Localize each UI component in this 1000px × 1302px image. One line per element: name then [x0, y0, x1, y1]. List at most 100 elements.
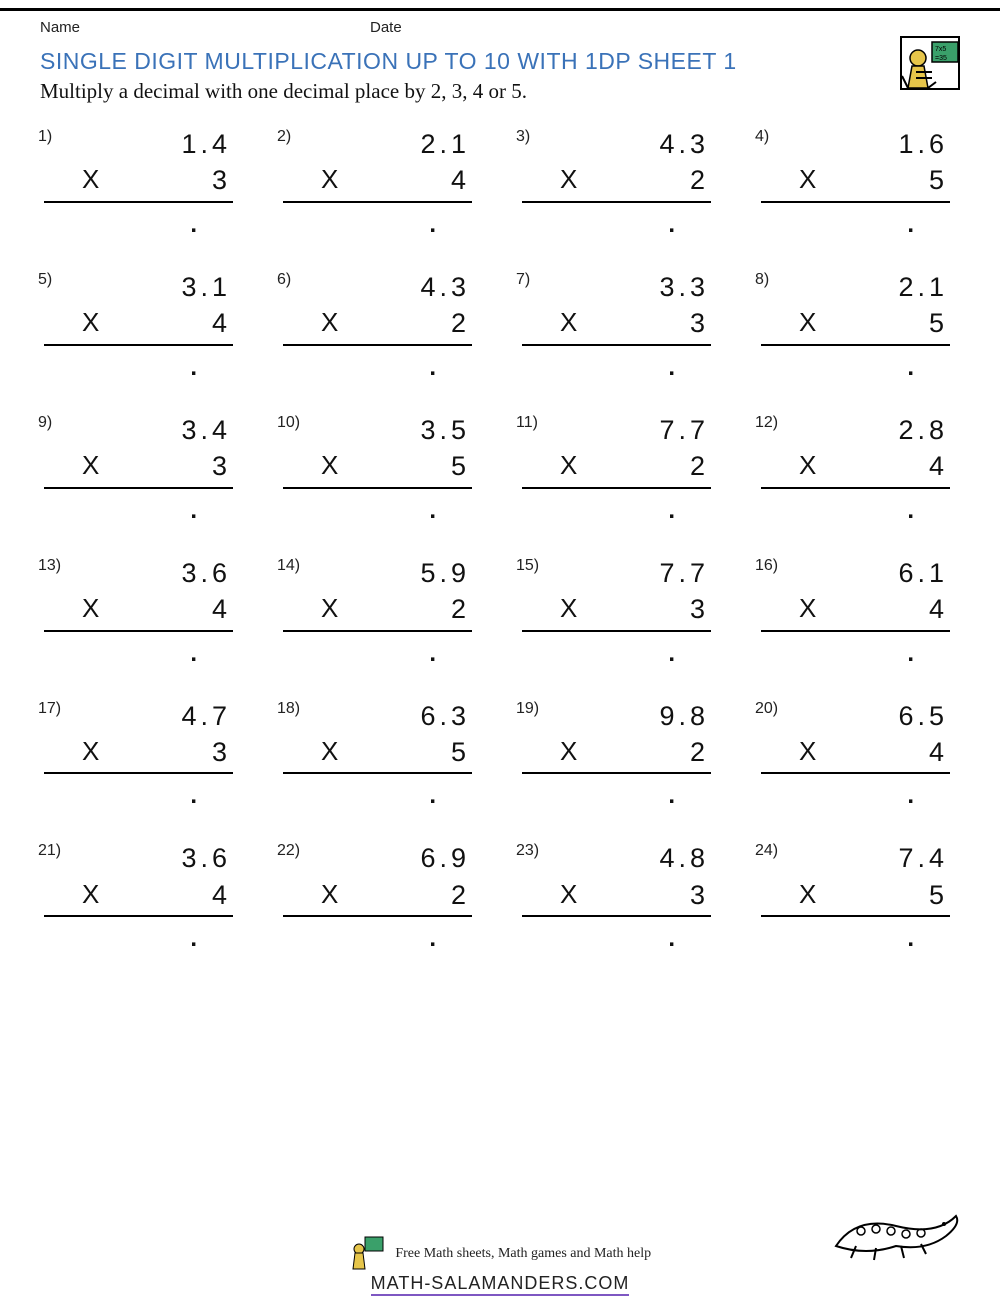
problem-number: 10): [277, 414, 300, 432]
problem: 10)3.5X5.: [261, 412, 500, 519]
multiply-symbol: X: [82, 305, 99, 341]
decimal-point-placeholder: .: [668, 209, 675, 241]
svg-text:=35: =35: [935, 55, 947, 62]
multiplier: 2: [451, 877, 470, 913]
problem-number: 13): [38, 557, 61, 575]
problem-stack: 6.5X4.: [761, 698, 958, 805]
footer-tagline: Free Math sheets, Math games and Math he…: [395, 1246, 651, 1261]
problem: 6)4.3X2.: [261, 269, 500, 376]
decimal-point-placeholder: .: [907, 495, 914, 527]
multiplier-row: X3: [44, 734, 233, 774]
problem-stack: 2.1X5.: [761, 269, 958, 376]
decimal-point-placeholder: .: [668, 923, 675, 955]
problem: 22)6.9X2.: [261, 840, 500, 947]
footer: Free Math sheets, Math games and Math he…: [0, 1235, 1000, 1296]
problem: 3)4.3X2.: [500, 126, 739, 233]
multiplier: 3: [690, 305, 709, 341]
problem-stack: 6.3X 5.: [283, 698, 480, 805]
problem: 24)7.4X5.: [739, 840, 978, 947]
problem-number: 7): [516, 271, 530, 289]
answer-row: .: [761, 489, 950, 519]
decimal-point-placeholder: .: [429, 923, 436, 955]
multiplier: 2: [451, 591, 470, 627]
problem-stack: 2.8X4.: [761, 412, 958, 519]
answer-row: .: [44, 489, 233, 519]
svg-text:7x5: 7x5: [935, 46, 946, 53]
multiplicand: 5.9: [283, 555, 472, 591]
multiplier-row: X3: [522, 591, 711, 631]
decimal-point-placeholder: .: [190, 638, 197, 670]
multiplier: 2: [451, 305, 470, 341]
multiplier-row: X3: [522, 305, 711, 345]
multiplier: 2: [690, 448, 709, 484]
worksheet-page: Name Date 7x5 =35 SINGLE DIGIT MULTIPLIC…: [0, 8, 1000, 1302]
multiplier-row: X3: [44, 448, 233, 488]
problems-grid: 1)1.4X3.2)2.1X4.3)4.3X2.4)1.6X5.5)3.1X4.…: [0, 118, 1000, 947]
multiplier: 3: [212, 448, 231, 484]
multiply-symbol: X: [321, 877, 338, 913]
answer-row: .: [522, 774, 711, 804]
answer-row: .: [283, 489, 472, 519]
decimal-point-placeholder: .: [429, 495, 436, 527]
problem-number: 9): [38, 414, 52, 432]
multiplier-row: X5: [761, 162, 950, 202]
answer-row: .: [283, 774, 472, 804]
multiplicand: 3.5: [283, 412, 472, 448]
multiplicand: 3.4: [44, 412, 233, 448]
problem-number: 3): [516, 128, 530, 146]
multiplier-row: X5: [761, 877, 950, 917]
problem-number: 24): [755, 842, 778, 860]
problem-number: 20): [755, 700, 778, 718]
multiply-symbol: X: [321, 591, 338, 627]
multiply-symbol: X: [560, 591, 577, 627]
problem-stack: 4.8X3.: [522, 840, 719, 947]
answer-row: .: [283, 632, 472, 662]
answer-row: .: [522, 917, 711, 947]
multiplicand: 2.1: [283, 126, 472, 162]
multiplier: 4: [212, 305, 231, 341]
multiply-symbol: X: [560, 162, 577, 198]
answer-row: .: [522, 203, 711, 233]
multiplier-row: X3: [522, 877, 711, 917]
footer-brand: MATH-SALAMANDERS.COM: [371, 1273, 630, 1296]
multiply-symbol: X: [799, 734, 816, 770]
problem-stack: 4.3X2.: [283, 269, 480, 376]
multiply-symbol: X: [321, 162, 338, 198]
multiplier-row: X2: [283, 877, 472, 917]
problem-stack: 7.7X3.: [522, 555, 719, 662]
decimal-point-placeholder: .: [190, 352, 197, 384]
multiply-symbol: X: [321, 448, 338, 484]
date-label: Date: [370, 19, 670, 36]
multiplicand: 6.3: [283, 698, 472, 734]
multiply-symbol: X: [321, 734, 338, 770]
problem-stack: 6.1X4.: [761, 555, 958, 662]
multiply-symbol: X: [799, 448, 816, 484]
decimal-point-placeholder: .: [907, 780, 914, 812]
multiply-symbol: X: [82, 734, 99, 770]
answer-row: .: [761, 917, 950, 947]
decimal-point-placeholder: .: [668, 780, 675, 812]
decimal-point-placeholder: .: [190, 495, 197, 527]
multiplicand: 4.8: [522, 840, 711, 876]
problem-number: 22): [277, 842, 300, 860]
multiplier: 5: [451, 734, 470, 770]
problem-stack: 1.6X5.: [761, 126, 958, 233]
problem-stack: 4.7X3.: [44, 698, 241, 805]
problem: 12)2.8X4.: [739, 412, 978, 519]
multiplier-row: X5: [761, 305, 950, 345]
answer-row: .: [44, 917, 233, 947]
answer-row: .: [283, 346, 472, 376]
decimal-point-placeholder: .: [190, 780, 197, 812]
multiplier: 5: [929, 305, 948, 341]
decimal-point-placeholder: .: [668, 495, 675, 527]
name-label: Name: [40, 19, 370, 36]
problem: 19)9.8X2.: [500, 698, 739, 805]
answer-row: .: [44, 632, 233, 662]
multiplier: 5: [929, 162, 948, 198]
multiply-symbol: X: [799, 591, 816, 627]
multiply-symbol: X: [799, 162, 816, 198]
decimal-point-placeholder: .: [190, 209, 197, 241]
decimal-point-placeholder: .: [907, 352, 914, 384]
answer-row: .: [522, 346, 711, 376]
problem-stack: 1.4X3.: [44, 126, 241, 233]
